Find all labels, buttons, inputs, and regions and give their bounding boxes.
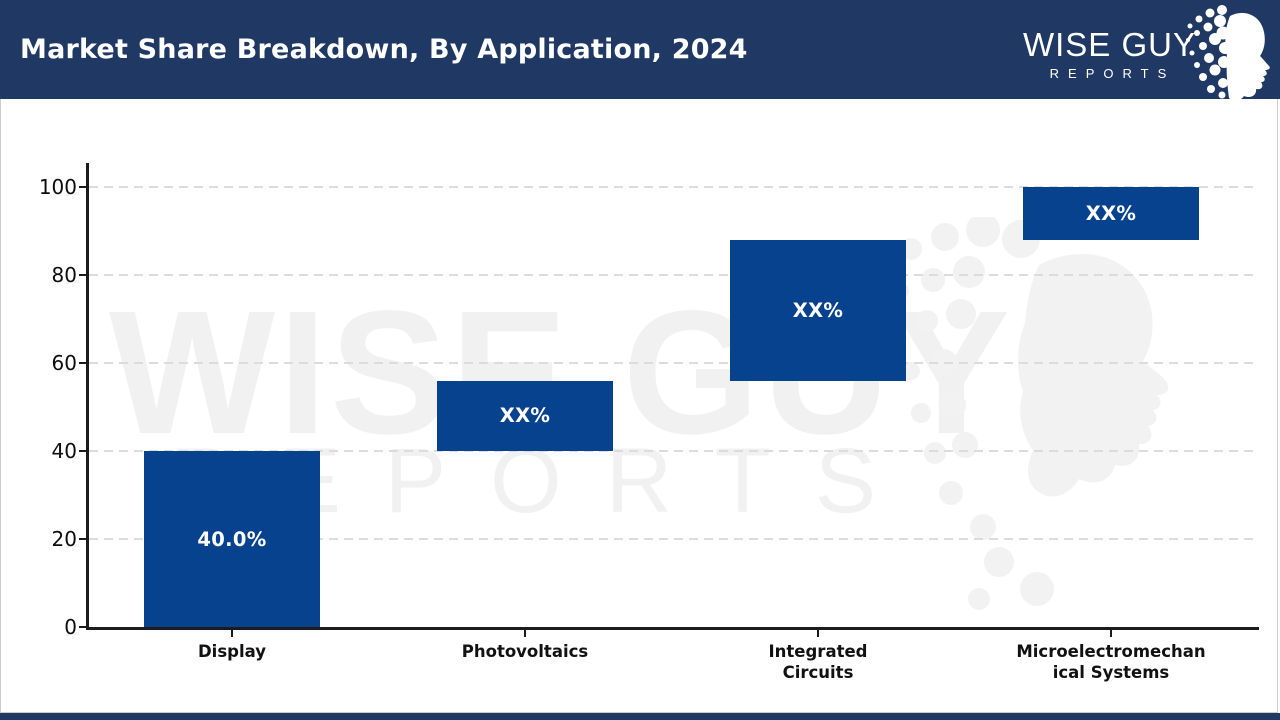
chart-title: Market Share Breakdown, By Application, … — [20, 34, 748, 65]
y-tick-label-100: 100 — [38, 175, 77, 199]
x-axis-line — [86, 627, 1259, 630]
bar-photovoltaics: XX% — [437, 380, 613, 451]
y-tick-100 — [79, 186, 89, 188]
logo-face-icon — [1186, 5, 1270, 100]
y-tick-label-20: 20 — [51, 527, 77, 551]
y-tick-label-80: 80 — [51, 263, 77, 287]
y-tick-label-0: 0 — [64, 615, 77, 639]
footer-strip — [0, 713, 1280, 720]
brand-logo-text: WISE GUY REPORTS — [1023, 28, 1196, 81]
y-tick-40 — [79, 450, 89, 452]
gridline-60 — [89, 362, 1259, 364]
bar-integrated-circuits: XX% — [730, 239, 906, 381]
x-tick-0 — [231, 630, 233, 637]
gridline-100 — [89, 186, 1259, 188]
bar-display: 40.0% — [144, 451, 320, 627]
x-tick-1 — [524, 630, 526, 637]
gridline-80 — [89, 274, 1259, 276]
logo-subtitle: REPORTS — [1049, 66, 1176, 81]
y-tick-0 — [79, 626, 89, 628]
bar-microelectromechanical-systems: XX% — [1023, 187, 1199, 240]
x-tick-label-1: Photovoltaics — [461, 642, 589, 661]
x-tick-2 — [817, 630, 819, 637]
gridline-40 — [89, 450, 1259, 452]
y-tick-label-40: 40 — [51, 439, 77, 463]
bar-value-label: XX% — [1085, 201, 1137, 225]
x-tick-label-2: Integrated Circuits — [768, 642, 868, 682]
gridline-20 — [89, 538, 1259, 540]
chart-area: WISE GUY REPORTS 0 20 40 60 80 100 40.0% Displa… — [0, 99, 1278, 713]
bar-value-label: XX% — [792, 298, 844, 322]
header-bar: Market Share Breakdown, By Application, … — [0, 0, 1280, 100]
logo-wordmark: WISE GUY — [1022, 26, 1196, 63]
bar-value-label: XX% — [499, 404, 551, 428]
x-tick-label-0: Display — [197, 642, 267, 661]
y-tick-20 — [79, 538, 89, 540]
y-tick-80 — [79, 274, 89, 276]
y-tick-label-60: 60 — [51, 351, 77, 375]
bar-value-label: 40.0% — [197, 527, 267, 551]
x-tick-label-3: Microelectromechan ical Systems — [1016, 642, 1206, 682]
plot: 0 20 40 60 80 100 40.0% Display XX% Photovoltaics… — [1, 99, 1277, 712]
y-tick-60 — [79, 362, 89, 364]
y-axis-line — [86, 163, 89, 630]
x-tick-3 — [1110, 630, 1112, 637]
brand-logo: WISE GUY REPORTS — [1023, 4, 1274, 100]
